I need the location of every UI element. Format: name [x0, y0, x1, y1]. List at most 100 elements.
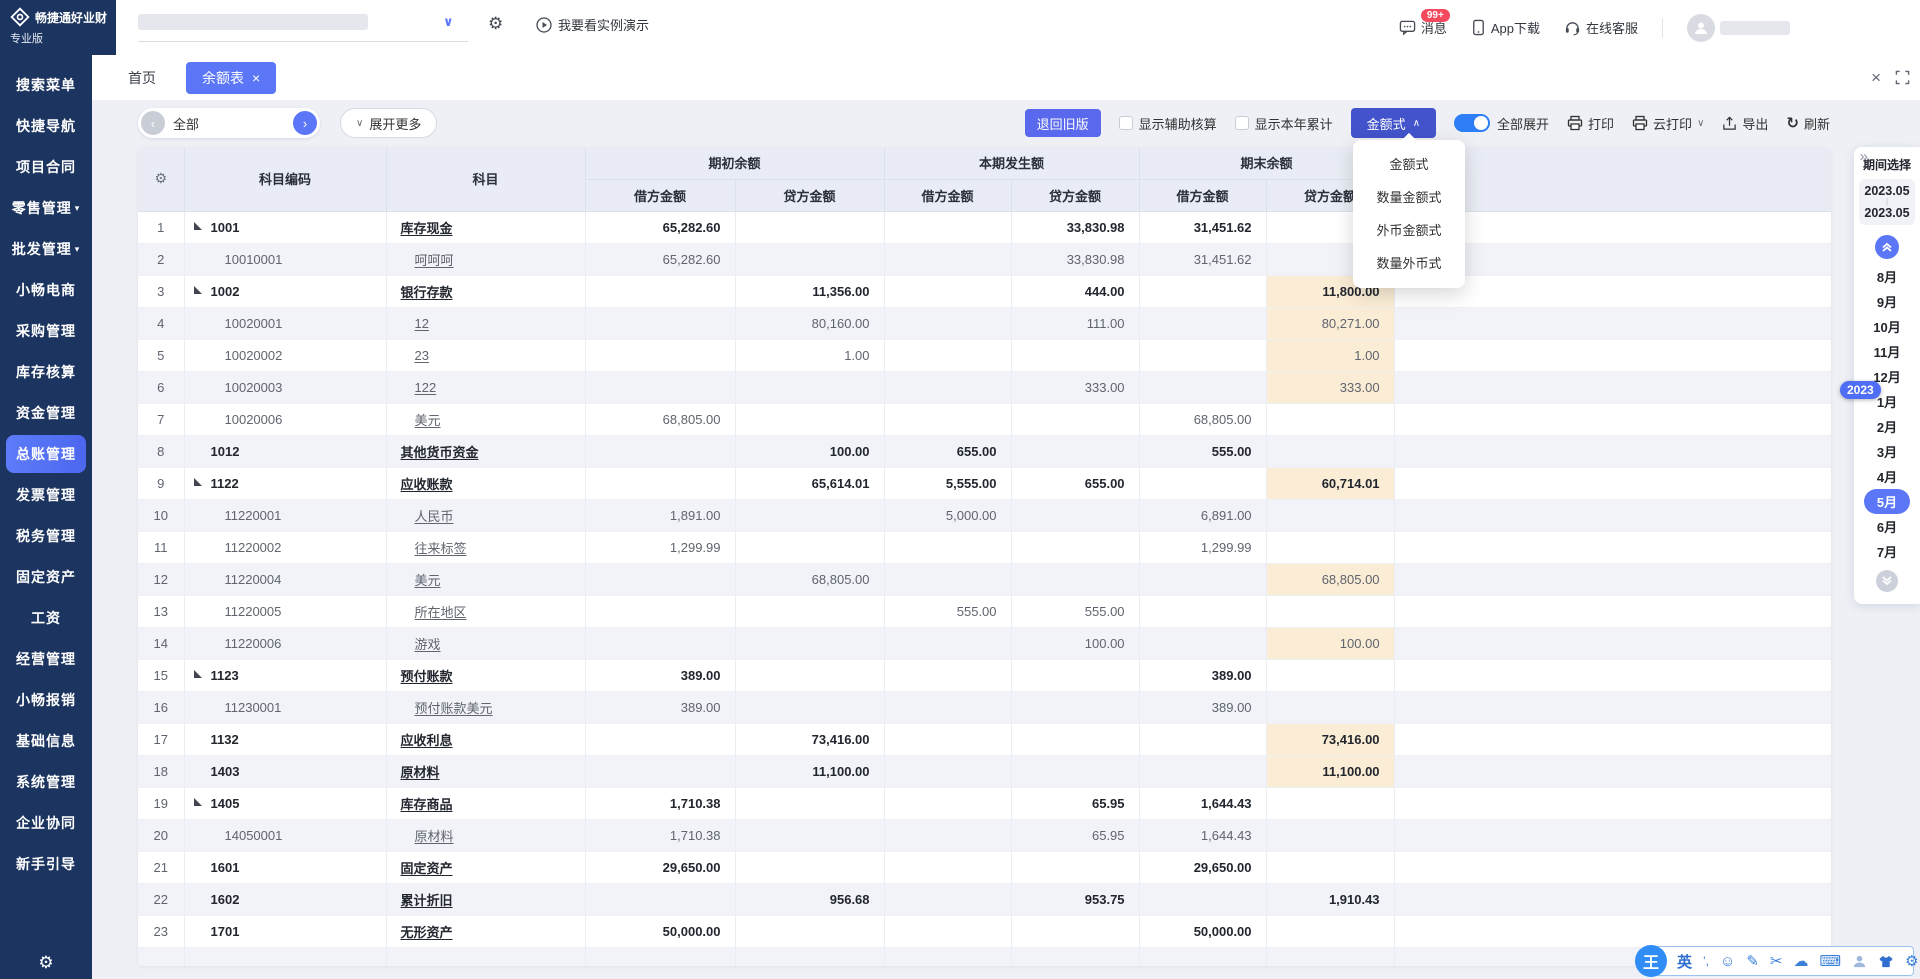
user-account[interactable]	[1687, 13, 1790, 42]
demo-link[interactable]: 我要看实例演示	[536, 15, 649, 34]
checkbox-icon[interactable]	[1234, 116, 1249, 130]
checkbox-icon[interactable]	[1118, 116, 1133, 130]
ime-language-mode[interactable]: 英	[1677, 953, 1693, 971]
month-item[interactable]: 11月	[1854, 339, 1920, 364]
tab[interactable]: 首页	[112, 62, 172, 94]
account-link[interactable]: 应收账款	[400, 476, 453, 492]
account-link[interactable]: 12	[414, 315, 429, 331]
month-item[interactable]: 7月	[1854, 539, 1920, 564]
month-item[interactable]: 3月	[1854, 439, 1920, 464]
account-link[interactable]: 累计折旧	[400, 892, 453, 908]
sidebar-item[interactable]: 新手引导	[6, 845, 86, 883]
refresh-button[interactable]: ↻ 刷新	[1786, 114, 1830, 133]
column-settings-gear[interactable]: ⚙	[138, 147, 185, 212]
app-download-button[interactable]: App下载	[1471, 18, 1540, 37]
account-link[interactable]: 无形资产	[400, 924, 453, 940]
account-link[interactable]: 美元	[414, 572, 441, 588]
account-link[interactable]: 原材料	[414, 828, 454, 844]
collapse-triangle-icon[interactable]	[193, 286, 202, 294]
account-link[interactable]: 其他货币资金	[400, 444, 479, 460]
account-link[interactable]: 游戏	[414, 636, 441, 652]
fullscreen-icon[interactable]	[1895, 70, 1910, 85]
tab[interactable]: 余额表 ×	[186, 61, 277, 94]
sidebar-item[interactable]: 小畅报销	[6, 681, 86, 719]
org-selector[interactable]: ∨	[138, 14, 468, 42]
print-button[interactable]: 打印	[1567, 114, 1614, 133]
topbar-gear-icon[interactable]: ⚙	[488, 14, 504, 33]
expand-more-button[interactable]: ∨ 展开更多	[340, 108, 438, 138]
sidebar-item[interactable]: 工资	[6, 599, 86, 637]
account-link[interactable]: 122	[414, 379, 437, 395]
chevron-down-icon[interactable]: ∨	[443, 14, 454, 29]
period-range[interactable]: 2023.05 | 2023.05	[1859, 179, 1915, 225]
format-menu-item[interactable]: 外币金额式	[1376, 223, 1442, 238]
collapse-triangle-icon[interactable]	[193, 670, 202, 678]
expand-all-toggle[interactable]	[1454, 114, 1491, 132]
emoji-icon[interactable]: ☺	[1720, 952, 1736, 970]
prev-arrow-icon[interactable]: ‹	[141, 111, 165, 135]
account-link[interactable]: 固定资产	[400, 860, 453, 876]
sidebar-item[interactable]: 搜索菜单	[6, 66, 86, 104]
sidebar-item[interactable]: 小畅电商	[6, 271, 86, 309]
month-item[interactable]: 4月	[1854, 464, 1920, 489]
sidebar-settings-gear-icon[interactable]: ⚙	[38, 953, 54, 972]
sidebar-item[interactable]: 快捷导航	[6, 107, 86, 145]
month-item[interactable]: 2月	[1854, 414, 1920, 439]
account-link[interactable]: 人民币	[414, 508, 454, 524]
month-item[interactable]: 12月	[1854, 364, 1920, 389]
sidebar-item[interactable]: 采购管理	[6, 312, 86, 350]
close-icon[interactable]: ×	[252, 69, 261, 86]
scope-selector[interactable]: ‹ 全部 ›	[138, 108, 320, 138]
sidebar-item[interactable]: 批发管理 ▾	[6, 230, 86, 268]
sidebar-item[interactable]: 总账管理	[6, 435, 86, 473]
skin-shirt-icon[interactable]	[1878, 954, 1894, 969]
month-item[interactable]: 6月	[1854, 514, 1920, 539]
format-menu-item[interactable]: 数量金额式	[1376, 190, 1442, 205]
collapse-triangle-icon[interactable]	[193, 798, 202, 806]
ime-settings-gear-icon[interactable]: ⚙	[1905, 953, 1919, 970]
account-link[interactable]: 预付账款	[400, 668, 453, 684]
close-all-tabs-icon[interactable]: ×	[1871, 67, 1881, 87]
sidebar-item[interactable]: 固定资产	[6, 558, 86, 596]
account-link[interactable]: 原材料	[400, 764, 440, 780]
account-link[interactable]: 呵呵呵	[414, 252, 454, 268]
support-button[interactable]: 在线客服	[1564, 18, 1638, 37]
header-subject[interactable]: 科目	[386, 147, 586, 212]
account-link[interactable]: 库存现金	[400, 220, 453, 236]
sidebar-item[interactable]: 库存核算	[6, 353, 86, 391]
format-menu-item[interactable]: 数量外币式	[1376, 256, 1442, 271]
sidebar-item[interactable]: 经营管理	[6, 640, 86, 678]
messages-button[interactable]: 消息 99+	[1399, 9, 1450, 37]
account-link[interactable]: 所在地区	[414, 604, 467, 620]
panel-collapse-icon[interactable]: »	[1859, 148, 1868, 165]
collapse-triangle-icon[interactable]	[193, 478, 202, 486]
back-to-old-version-button[interactable]: 退回旧版	[1024, 109, 1101, 137]
sidebar-item[interactable]: 资金管理	[6, 394, 86, 432]
next-arrow-icon[interactable]: ›	[293, 111, 317, 135]
account-link[interactable]: 预付账款美元	[414, 700, 493, 716]
sidebar-item[interactable]: 项目合同	[6, 148, 86, 186]
sidebar-item[interactable]: 基础信息	[6, 722, 86, 760]
show-auxiliary-checkbox[interactable]: 显示辅助核算	[1118, 114, 1217, 133]
export-button[interactable]: 导出	[1722, 114, 1768, 133]
sidebar-item[interactable]: 零售管理 ▾	[6, 189, 86, 227]
sidebar-item[interactable]: 税务管理	[6, 517, 86, 555]
month-item[interactable]: 1月	[1854, 389, 1920, 414]
person-icon[interactable]	[1852, 954, 1867, 969]
scroll-months-up-button[interactable]	[1875, 235, 1899, 259]
cloud-print-button[interactable]: 云打印 ∨	[1632, 114, 1704, 133]
account-link[interactable]: 往来标签	[414, 540, 467, 556]
collapse-triangle-icon[interactable]	[193, 222, 202, 230]
cloud-icon[interactable]: ☁	[1793, 953, 1809, 970]
ime-logo-icon[interactable]: 王	[1635, 945, 1667, 977]
month-item[interactable]: 5月	[1854, 489, 1920, 514]
account-link[interactable]: 23	[414, 347, 429, 363]
account-link[interactable]: 库存商品	[400, 796, 453, 812]
format-menu-item[interactable]: 金额式	[1389, 157, 1429, 172]
format-dropdown-button[interactable]: 金额式 ∧	[1350, 108, 1437, 138]
scroll-months-down-button[interactable]	[1876, 570, 1898, 592]
sidebar-item[interactable]: 企业协同	[6, 804, 86, 842]
ime-punctuation-icon[interactable]: ’,	[1703, 954, 1710, 968]
keyboard-icon[interactable]: ⌨	[1819, 953, 1842, 970]
pencil-icon[interactable]: ✎	[1746, 953, 1759, 970]
